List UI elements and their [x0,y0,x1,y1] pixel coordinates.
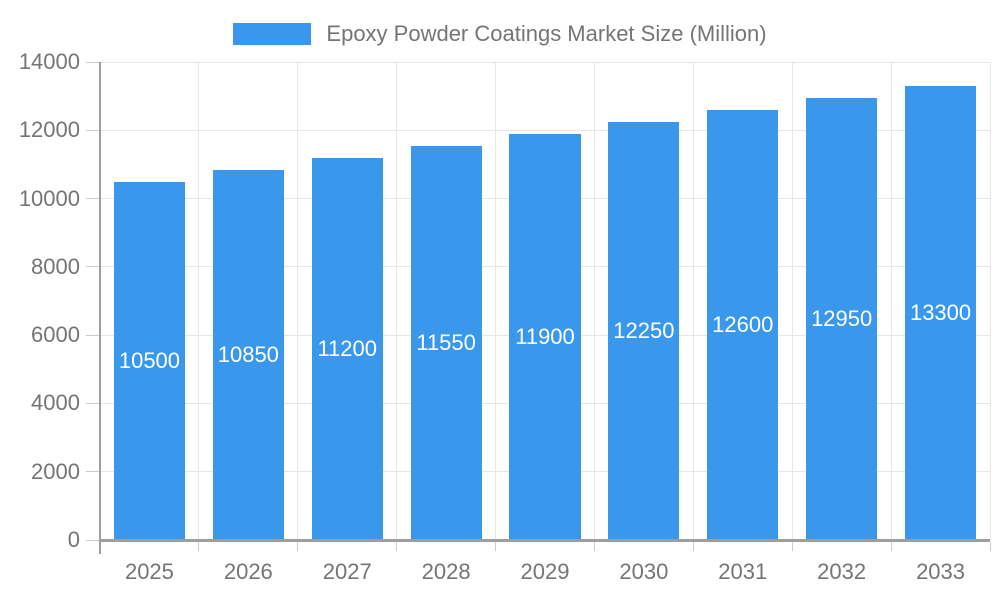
grid-line-v [495,62,497,540]
x-axis-tick-label: 2032 [817,559,867,584]
bar [410,145,482,540]
bar-value-label: 12250 [613,317,675,343]
x-axis-tick [989,542,991,551]
bar [608,121,680,540]
grid-line-v [791,62,793,540]
bar-value-label: 10500 [118,347,181,373]
bar [113,181,186,540]
y-axis-tick-label: 8000 [31,253,80,279]
y-axis-tick [86,334,99,336]
x-axis-tick-label: 2026 [223,559,273,584]
y-axis-tick-label: 10000 [18,185,80,211]
x-axis-tick [198,542,200,551]
bar-value-label: 11900 [515,323,575,349]
y-axis-tick-label: 14000 [18,49,80,74]
plot-area: 10500 10850 11200 11550 11900 12250 12600 12950… [100,61,991,540]
bar [509,133,581,540]
y-axis-tick [86,129,99,131]
bar [707,109,779,540]
y-axis-tick-label: 2000 [31,458,80,484]
bar-value-label: 11200 [317,335,377,361]
x-axis-tick-label: 2025 [124,559,174,584]
grid-line-h [100,129,990,131]
bar [904,85,977,540]
x-axis-tick-label: 2028 [421,559,471,584]
legend-swatch [233,23,312,45]
x-axis-tick [791,542,793,551]
y-axis-tick-label: 0 [67,527,80,552]
bar [212,169,284,540]
grid-line-v [396,62,398,540]
x-axis-tick [692,542,694,551]
grid-line-v [593,62,595,540]
x-axis-tick [890,542,892,551]
x-axis-tick [396,542,398,551]
legend: Epoxy Powder Coatings Market Size (Milli… [0,21,1000,47]
bar-value-label: 11550 [416,329,476,355]
x-axis-tick [593,542,595,551]
x-axis-tick-label: 2029 [520,559,570,584]
y-axis-tick [86,402,99,404]
bar [311,157,383,540]
bar-value-label: 12600 [712,311,774,337]
x-axis-tick [297,542,299,551]
bar-value-label: 10850 [217,341,279,367]
y-axis-tick [86,198,99,200]
x-axis-tick-label: 2027 [322,559,372,584]
y-axis-tick [86,539,99,541]
y-axis-tick [86,266,99,268]
x-axis-tick-label: 2033 [916,559,966,584]
legend-label: Epoxy Powder Coatings Market Size (Milli… [326,21,767,46]
bar-value-label: 13300 [909,299,972,325]
grid-line-v [989,62,991,540]
y-axis-line [99,62,101,554]
bar [806,97,878,540]
bar-value-label: 12950 [811,305,873,331]
y-axis-tick-label: 4000 [31,390,80,416]
y-axis-tick-label: 12000 [18,117,80,143]
y-axis-tick [86,61,99,63]
x-axis-line [100,539,990,542]
grid-line-v [198,62,200,540]
grid-line-v [692,62,694,540]
y-axis-tick-label: 6000 [31,322,80,348]
y-axis-tick [86,471,99,473]
x-axis-tick-label: 2030 [619,559,669,584]
x-axis-tick [495,542,497,551]
grid-line-h [100,61,990,63]
grid-line-v [297,62,299,540]
x-axis-tick-label: 2031 [718,559,768,584]
grid-line-v [890,62,892,540]
